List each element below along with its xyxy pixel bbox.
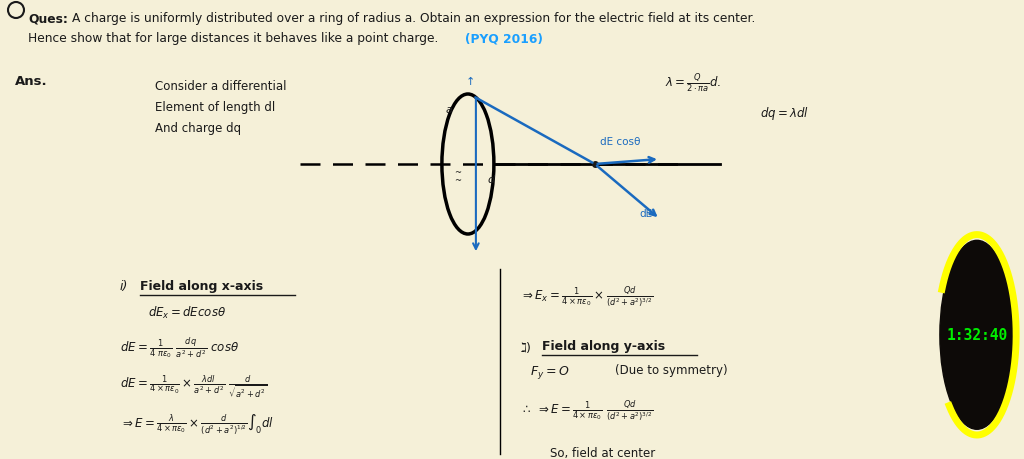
Text: Consider a differential
Element of length dl
And charge dq: Consider a differential Element of lengt… [155,80,287,134]
Text: $dE=\frac{1}{4\ \pi\varepsilon_0}\ \frac{dq}{a^2+d^2}\ cos\theta$: $dE=\frac{1}{4\ \pi\varepsilon_0}\ \frac… [120,334,239,359]
Text: dE: dE [640,208,653,218]
Text: $\gimel$): $\gimel$) [520,339,531,354]
Text: Hence show that for large distances it behaves like a point charge.: Hence show that for large distances it b… [28,32,442,45]
Text: $\lambda=\frac{Q}{2\cdot\pi a}d.$: $\lambda=\frac{Q}{2\cdot\pi a}d.$ [665,72,721,95]
Text: $\therefore\ \Rightarrow E=\frac{1}{4\times\pi\varepsilon_0}\ \frac{Qd}{\left(d^: $\therefore\ \Rightarrow E=\frac{1}{4\ti… [520,398,653,423]
Text: $dq=\lambda dl$: $dq=\lambda dl$ [760,105,809,122]
Text: ↑: ↑ [466,77,475,87]
Circle shape [940,241,1014,429]
Text: (PYQ 2016): (PYQ 2016) [465,32,543,45]
Text: $F_y=O$: $F_y=O$ [529,363,569,380]
Text: ~
~: ~ ~ [455,168,462,185]
Text: So, field at center: So, field at center [550,446,655,459]
Text: Ques:: Ques: [28,12,68,25]
Text: dE cosθ: dE cosθ [600,137,640,147]
Text: $\Rightarrow E=\frac{\lambda}{4\times\pi\varepsilon_0}\times\frac{d}{\left(d^2+a: $\Rightarrow E=\frac{\lambda}{4\times\pi… [120,412,273,437]
Text: (Due to symmetry): (Due to symmetry) [614,363,727,376]
Text: Field along x-axis: Field along x-axis [140,280,263,292]
Text: a: a [445,105,453,115]
Text: Field along y-axis: Field along y-axis [542,339,665,352]
Text: A charge is uniformly distributed over a ring of radius a. Obtain an expression : A charge is uniformly distributed over a… [72,12,756,25]
Text: $\Rightarrow\frac{1}{4\times\pi\varepsilon_0}\times\frac{Qd}{\left(d^2+a^2\right: $\Rightarrow\frac{1}{4\times\pi\varepsil… [120,457,312,459]
Text: 1:32:40: 1:32:40 [946,328,1008,342]
Text: $dE_x=dEcos\theta$: $dE_x=dEcos\theta$ [147,304,226,320]
Text: d: d [487,174,495,185]
Text: i): i) [120,280,128,292]
Text: $dE=\frac{1}{4\times\pi\varepsilon_0}\times\frac{\lambda dl}{a^2+d^2}\ \frac{d}{: $dE=\frac{1}{4\times\pi\varepsilon_0}\ti… [120,372,267,398]
Text: Ans.: Ans. [15,75,48,88]
Text: $\Rightarrow E_x=\frac{1}{4\times\pi\varepsilon_0}\times\frac{Qd}{\left(d^2+a^2\: $\Rightarrow E_x=\frac{1}{4\times\pi\var… [520,285,653,309]
